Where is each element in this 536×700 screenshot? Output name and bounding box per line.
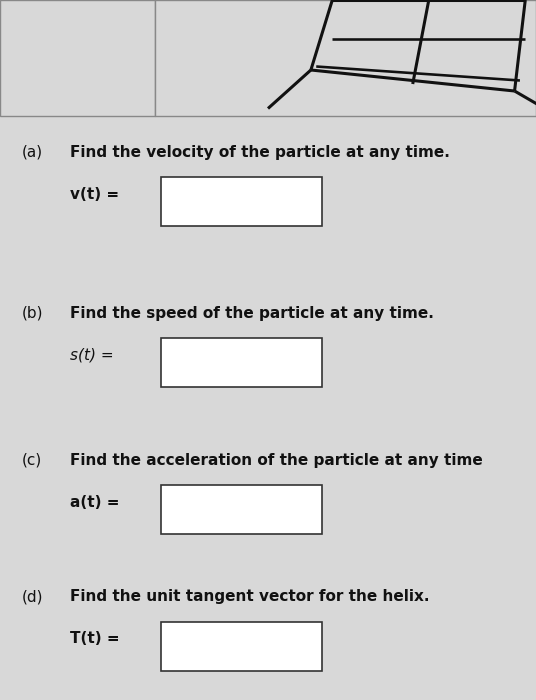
Text: Find the velocity of the particle at any time.: Find the velocity of the particle at any… — [70, 145, 450, 160]
Text: Find the speed of the particle at any time.: Find the speed of the particle at any ti… — [70, 306, 434, 321]
Text: (d): (d) — [21, 589, 43, 604]
Text: s(t) =: s(t) = — [70, 348, 113, 363]
FancyBboxPatch shape — [0, 0, 155, 116]
Text: v(t) =: v(t) = — [70, 187, 119, 202]
Text: Find the unit tangent vector for the helix.: Find the unit tangent vector for the hel… — [70, 589, 429, 604]
FancyBboxPatch shape — [161, 177, 322, 226]
FancyBboxPatch shape — [161, 622, 322, 671]
Text: T(t) =: T(t) = — [70, 631, 120, 646]
FancyBboxPatch shape — [161, 485, 322, 534]
Text: (b): (b) — [21, 306, 43, 321]
Text: Find the acceleration of the particle at any time: Find the acceleration of the particle at… — [70, 453, 482, 468]
Text: (c): (c) — [21, 453, 42, 468]
Text: (a): (a) — [21, 145, 42, 160]
FancyBboxPatch shape — [161, 338, 322, 387]
FancyBboxPatch shape — [155, 0, 536, 116]
Text: a(t) =: a(t) = — [70, 495, 119, 510]
